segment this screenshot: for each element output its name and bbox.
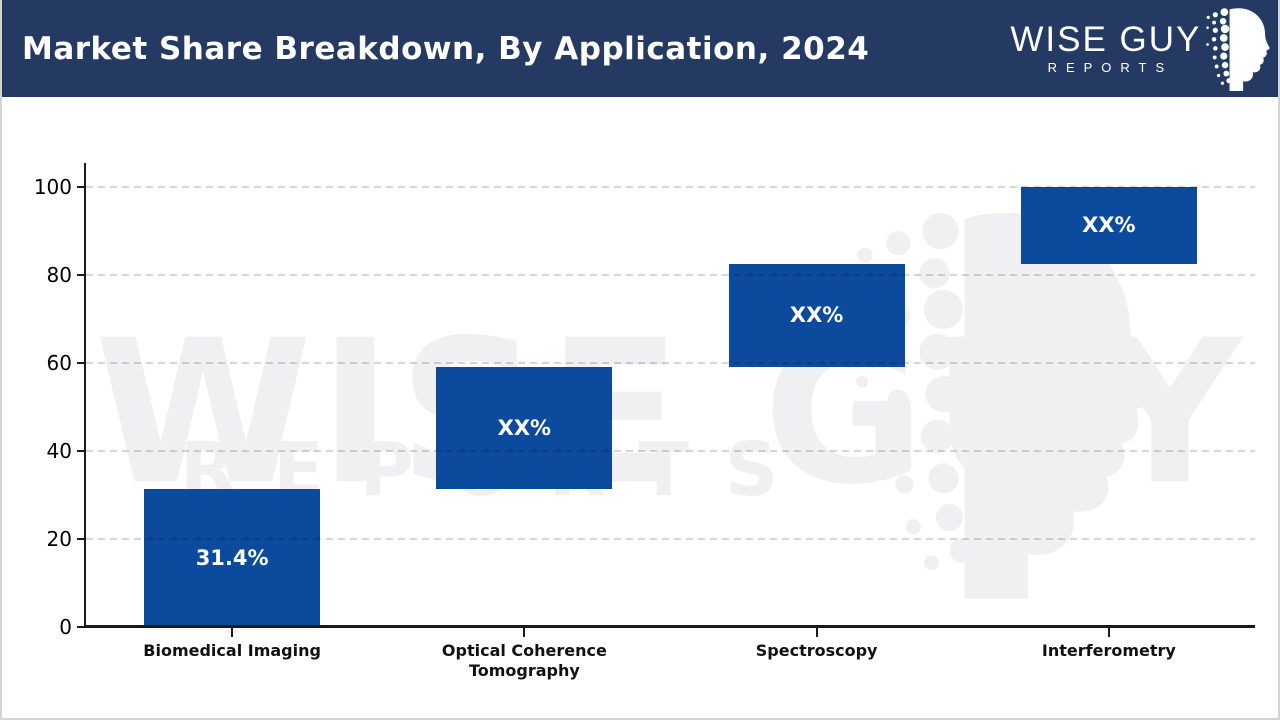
bar-value-label: 31.4% bbox=[195, 545, 269, 570]
x-axis-tick bbox=[231, 628, 234, 637]
y-tick-label: 0 bbox=[59, 615, 72, 639]
y-tick-label: 40 bbox=[46, 439, 72, 463]
y-axis-tick bbox=[77, 186, 85, 188]
y-axis-tick bbox=[77, 538, 85, 540]
axes-layer bbox=[2, 97, 1278, 718]
bar-segment bbox=[1020, 187, 1197, 264]
header-bar: Market Share Breakdown, By Application, … bbox=[2, 0, 1278, 97]
wiseguy-logo: WISE GUY REPORTS bbox=[1010, 4, 1270, 94]
wiseguy-head-logo-icon bbox=[1206, 8, 1270, 91]
category-label: Biomedical Imaging bbox=[143, 641, 321, 660]
bar-segment bbox=[436, 367, 613, 489]
bar-value-label: XX% bbox=[789, 303, 844, 328]
y-tick-label: 100 bbox=[33, 175, 72, 199]
category-label: Interferometry bbox=[1041, 641, 1176, 660]
grid-layer bbox=[2, 97, 1278, 718]
gridline bbox=[86, 538, 1255, 540]
category-label: Optical Coherence Tomography bbox=[441, 641, 607, 680]
bars-layer bbox=[2, 97, 1278, 718]
y-axis-tick bbox=[77, 450, 85, 452]
y-tick-label: 80 bbox=[46, 263, 72, 287]
gridline bbox=[86, 274, 1255, 276]
bar-value-label: XX% bbox=[1082, 213, 1136, 238]
x-axis-tick bbox=[815, 628, 818, 637]
bar-segment bbox=[728, 263, 905, 368]
y-tick-label: 60 bbox=[46, 351, 72, 375]
x-axis-tick bbox=[1107, 628, 1110, 637]
category-label: Spectroscopy bbox=[755, 641, 878, 660]
y-tick-label: 20 bbox=[46, 527, 72, 551]
logo-subtext: REPORTS bbox=[1047, 60, 1174, 75]
bar-labels-layer: 31.4% XX% XX% XX% bbox=[2, 97, 1278, 718]
y-axis-tick bbox=[77, 274, 85, 276]
gridline bbox=[86, 450, 1255, 452]
gridline bbox=[86, 362, 1255, 364]
bar-segment bbox=[144, 488, 321, 627]
gridline bbox=[86, 186, 1255, 188]
chart-area: WISE GUY REPORTS 020406080100Biomedical … bbox=[2, 97, 1278, 718]
ticks-layer: 0 20 40 60 80 100 Biomedical Imaging Optical Co… bbox=[2, 97, 1278, 718]
logo-wordmark: WISE GUY REPORTS bbox=[1010, 22, 1201, 76]
bar-value-label: XX% bbox=[497, 416, 552, 441]
x-axis-tick bbox=[523, 628, 526, 637]
y-axis-tick bbox=[77, 362, 85, 364]
y-axis-tick bbox=[77, 626, 85, 628]
logo-wordmark-text: WISE GUY bbox=[1010, 20, 1202, 59]
x-axis-line bbox=[84, 625, 1255, 628]
page-title: Market Share Breakdown, By Application, … bbox=[22, 30, 870, 67]
y-axis-line bbox=[84, 163, 86, 627]
